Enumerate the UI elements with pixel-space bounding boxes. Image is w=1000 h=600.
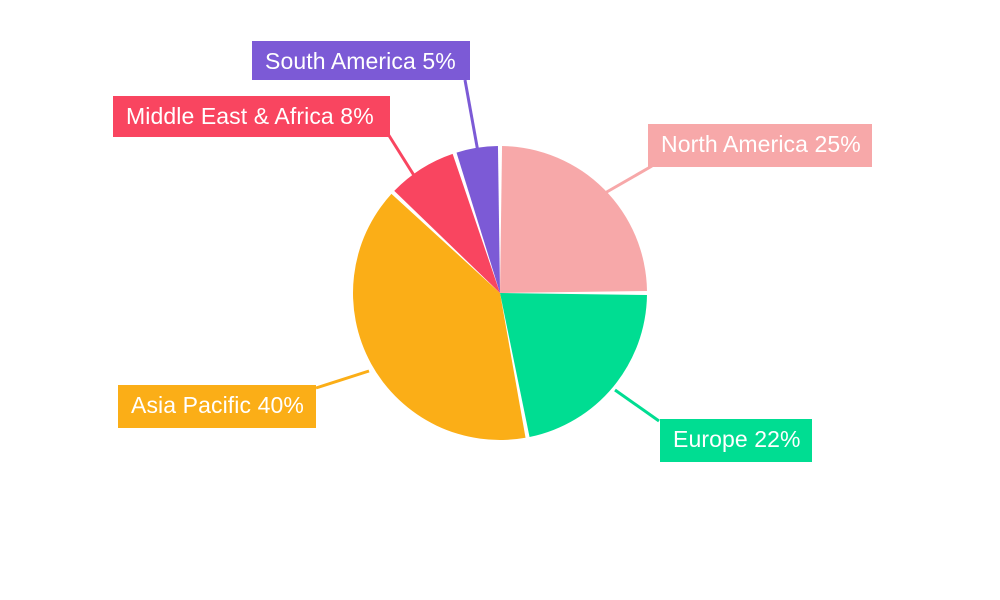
pie-label-asia-pacific[interactable]: Asia Pacific 40%: [118, 385, 316, 428]
pie-slice-asia-pacific[interactable]: [353, 193, 526, 441]
pie-slice-middle-east-africa[interactable]: [394, 153, 500, 293]
pie-slice-group: [353, 146, 647, 441]
leader-line-asia-pacific: [315, 369, 370, 390]
pie-label-south-america[interactable]: South America 5%: [252, 41, 470, 80]
pie-slice-europe[interactable]: [500, 293, 647, 437]
pie-slice-north-america[interactable]: [500, 146, 647, 293]
pie-label-europe[interactable]: Europe 22%: [660, 419, 812, 462]
pie-label-middle-east-africa[interactable]: Middle East & Africa 8%: [113, 96, 390, 137]
pie-label-north-america[interactable]: North America 25%: [648, 124, 872, 167]
leader-line-north-america: [604, 164, 653, 195]
leader-line-europe: [614, 388, 660, 423]
pie-slice-south-america[interactable]: [456, 146, 500, 293]
leader-line-south-america: [463, 79, 480, 153]
